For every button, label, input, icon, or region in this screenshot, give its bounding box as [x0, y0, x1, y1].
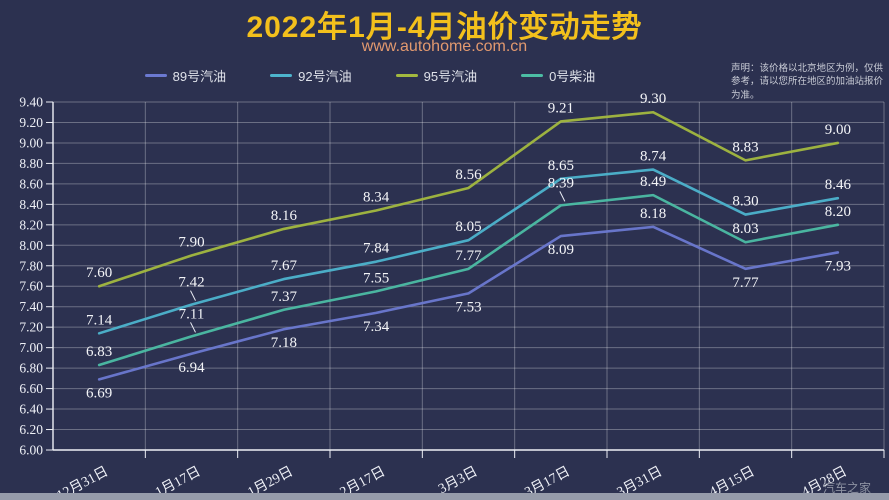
svg-text:6.94: 6.94: [178, 360, 205, 376]
svg-text:7.93: 7.93: [825, 258, 851, 274]
svg-text:8.83: 8.83: [732, 139, 758, 155]
page-title: 2022年1月-4月油价变动走势: [246, 11, 643, 44]
svg-text:7.18: 7.18: [271, 335, 297, 351]
svg-text:8.20: 8.20: [19, 217, 43, 232]
svg-text:6.00: 6.00: [19, 443, 43, 458]
svg-text:9.00: 9.00: [825, 122, 851, 138]
svg-text:7.77: 7.77: [455, 248, 482, 264]
bottom-divider: [0, 493, 889, 500]
svg-text:7.40: 7.40: [19, 299, 43, 314]
svg-text:7.67: 7.67: [271, 258, 298, 274]
svg-text:7.20: 7.20: [19, 320, 43, 335]
svg-text:9.30: 9.30: [640, 91, 666, 107]
svg-text:8.39: 8.39: [548, 175, 574, 191]
svg-text:8.30: 8.30: [732, 194, 758, 210]
svg-text:7.60: 7.60: [19, 279, 43, 294]
svg-text:6.69: 6.69: [86, 385, 112, 401]
legend-label: 89号汽油: [172, 69, 227, 84]
svg-text:7.37: 7.37: [271, 289, 298, 305]
svg-text:7.55: 7.55: [363, 270, 389, 286]
svg-text:7.00: 7.00: [19, 340, 43, 355]
disclaimer-text: 声明：该价格以北京地区为例，仅供参考，请以您所在地区的加油站报价为准。: [731, 63, 884, 101]
svg-text:8.09: 8.09: [548, 242, 574, 258]
svg-text:8.74: 8.74: [640, 149, 667, 165]
chart-legend: 89号汽油 92号汽油 95号汽油 0号柴油: [0, 66, 740, 85]
legend-label: 0号柴油: [549, 69, 596, 84]
svg-text:8.20: 8.20: [825, 204, 851, 220]
svg-text:8.80: 8.80: [19, 156, 43, 171]
svg-text:6.83: 6.83: [86, 344, 112, 360]
legend-label: 95号汽油: [423, 69, 478, 84]
legend-item-0: 89号汽油: [144, 66, 227, 85]
svg-text:9.00: 9.00: [19, 135, 43, 150]
svg-text:7.84: 7.84: [363, 241, 390, 257]
svg-text:6.80: 6.80: [19, 361, 43, 376]
legend-item-2: 95号汽油: [395, 66, 478, 85]
svg-text:9.21: 9.21: [548, 100, 574, 116]
svg-text:7.11: 7.11: [179, 306, 205, 322]
svg-text:7.60: 7.60: [86, 265, 112, 281]
svg-text:8.65: 8.65: [548, 158, 574, 174]
svg-text:7.42: 7.42: [178, 275, 204, 291]
legend-swatch-icon: [144, 74, 167, 77]
svg-text:8.16: 8.16: [271, 208, 298, 224]
svg-text:7.53: 7.53: [455, 299, 481, 315]
svg-text:8.60: 8.60: [19, 176, 43, 191]
svg-text:7.14: 7.14: [86, 312, 113, 328]
svg-text:6.20: 6.20: [19, 422, 43, 437]
svg-text:8.05: 8.05: [455, 219, 481, 235]
svg-text:7.34: 7.34: [363, 319, 390, 335]
svg-text:8.03: 8.03: [732, 221, 758, 237]
legend-swatch-icon: [521, 74, 544, 77]
svg-text:9.40: 9.40: [19, 95, 43, 110]
svg-text:9.20: 9.20: [19, 115, 43, 130]
legend-swatch-icon: [395, 74, 418, 77]
svg-text:8.18: 8.18: [640, 206, 666, 222]
legend-item-3: 0号柴油: [521, 66, 595, 85]
legend-item-1: 92号汽油: [270, 66, 352, 85]
svg-text:8.49: 8.49: [640, 174, 666, 190]
svg-text:6.60: 6.60: [19, 381, 43, 396]
watermark-label: 汽车之家: [822, 481, 871, 495]
legend-swatch-icon: [270, 74, 293, 77]
svg-text:8.34: 8.34: [363, 189, 390, 205]
svg-text:7.77: 7.77: [732, 275, 759, 291]
website-url: www.autohome.com.cn: [361, 38, 528, 55]
svg-text:8.56: 8.56: [455, 167, 482, 183]
svg-text:7.90: 7.90: [178, 235, 204, 251]
svg-text:6.40: 6.40: [19, 402, 43, 417]
legend-label: 92号汽油: [298, 69, 352, 84]
svg-text:8.46: 8.46: [825, 177, 852, 193]
svg-text:8.40: 8.40: [19, 197, 43, 212]
svg-text:8.00: 8.00: [19, 238, 43, 253]
svg-text:7.80: 7.80: [19, 258, 43, 273]
